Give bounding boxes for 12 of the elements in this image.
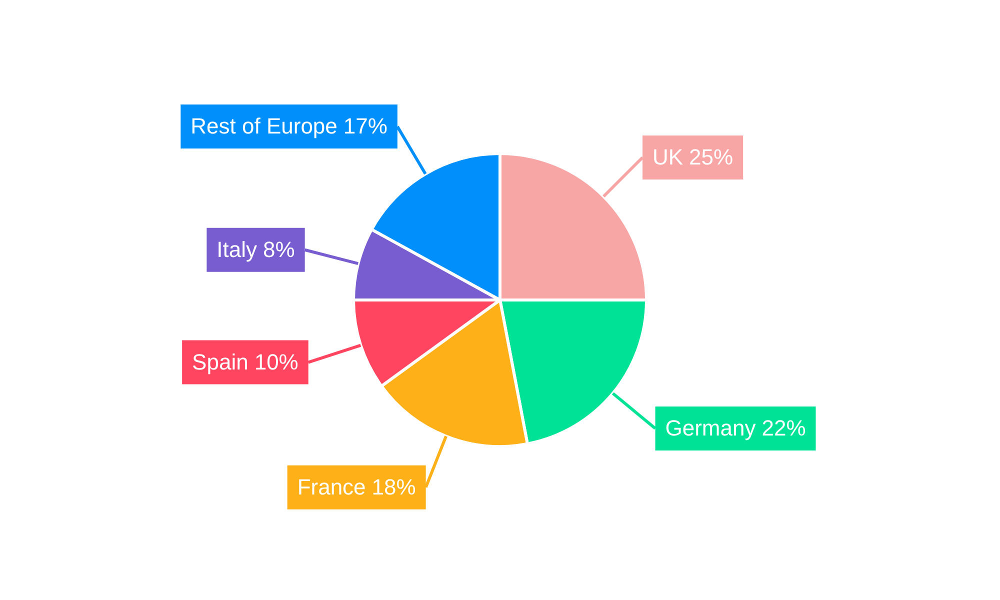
data-label: 22% xyxy=(762,416,806,441)
slice-label: Spain xyxy=(192,349,248,374)
slice-label: Rest of Europe xyxy=(190,114,338,139)
slice-label: Italy xyxy=(216,236,258,262)
slice-label: Germany xyxy=(665,416,756,441)
slice-label: UK xyxy=(652,144,684,170)
data-label: 25% xyxy=(689,144,734,170)
data-label: 18% xyxy=(372,474,416,500)
data-label: 8% xyxy=(263,236,295,262)
data-label: 17% xyxy=(343,114,388,139)
data-label: 10% xyxy=(254,349,298,374)
slice-label: France xyxy=(297,474,366,500)
